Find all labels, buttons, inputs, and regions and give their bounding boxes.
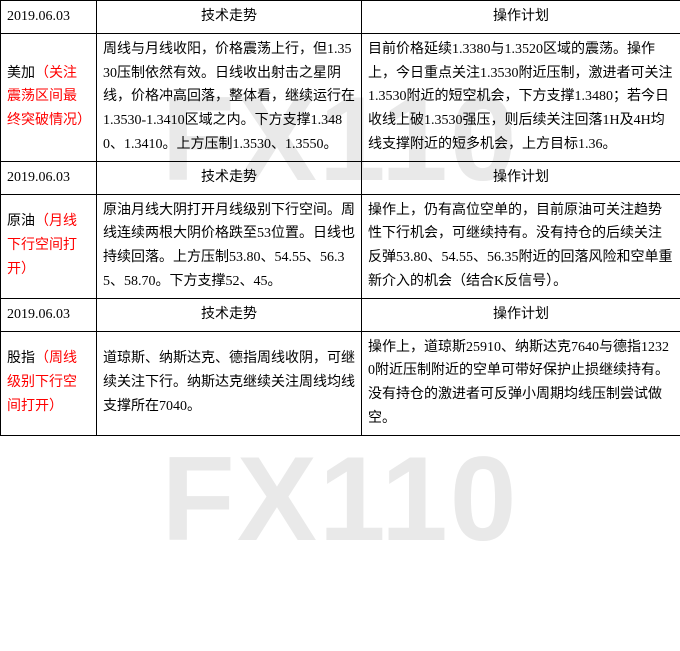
label-main: 原油 (7, 214, 35, 229)
tech-header: 技术走势 (97, 298, 362, 331)
section-label: 原油（月线下行空间打开） (1, 194, 97, 298)
section-date: 2019.06.03 (1, 161, 97, 194)
plan-cell: 操作上，道琼斯25910、纳斯达克7640与德指12320附近压制附近的空单可带… (362, 331, 680, 435)
section-label: 美加（关注震荡区间最终突破情况） (1, 33, 97, 161)
plan-header: 操作计划 (362, 1, 680, 34)
plan-header: 操作计划 (362, 298, 680, 331)
plan-header: 操作计划 (362, 161, 680, 194)
section-label: 股指（周线级别下行空间打开） (1, 331, 97, 435)
tech-header: 技术走势 (97, 161, 362, 194)
label-main: 股指 (7, 351, 35, 366)
analysis-table: 2019.06.03技术走势操作计划美加（关注震荡区间最终突破情况）周线与月线收… (0, 0, 680, 436)
section-date: 2019.06.03 (1, 1, 97, 34)
tech-cell: 周线与月线收阳，价格震荡上行，但1.3530压制依然有效。日线收出射击之星阴线，… (97, 33, 362, 161)
watermark-text: FX110 (162, 430, 519, 568)
tech-cell: 道琼斯、纳斯达克、德指周线收阴，可继续关注下行。纳斯达克继续关注周线均线支撑所在… (97, 331, 362, 435)
tech-header: 技术走势 (97, 1, 362, 34)
section-date: 2019.06.03 (1, 298, 97, 331)
plan-cell: 目前价格延续1.3380与1.3520区域的震荡。操作上，今日重点关注1.353… (362, 33, 680, 161)
label-main: 美加 (7, 66, 35, 81)
plan-cell: 操作上，仍有高位空单的，目前原油可关注趋势性下行机会，可继续持有。没有持仓的后续… (362, 194, 680, 298)
tech-cell: 原油月线大阴打开月线级别下行空间。周线连续两根大阴价格跌至53位置。日线也持续回… (97, 194, 362, 298)
